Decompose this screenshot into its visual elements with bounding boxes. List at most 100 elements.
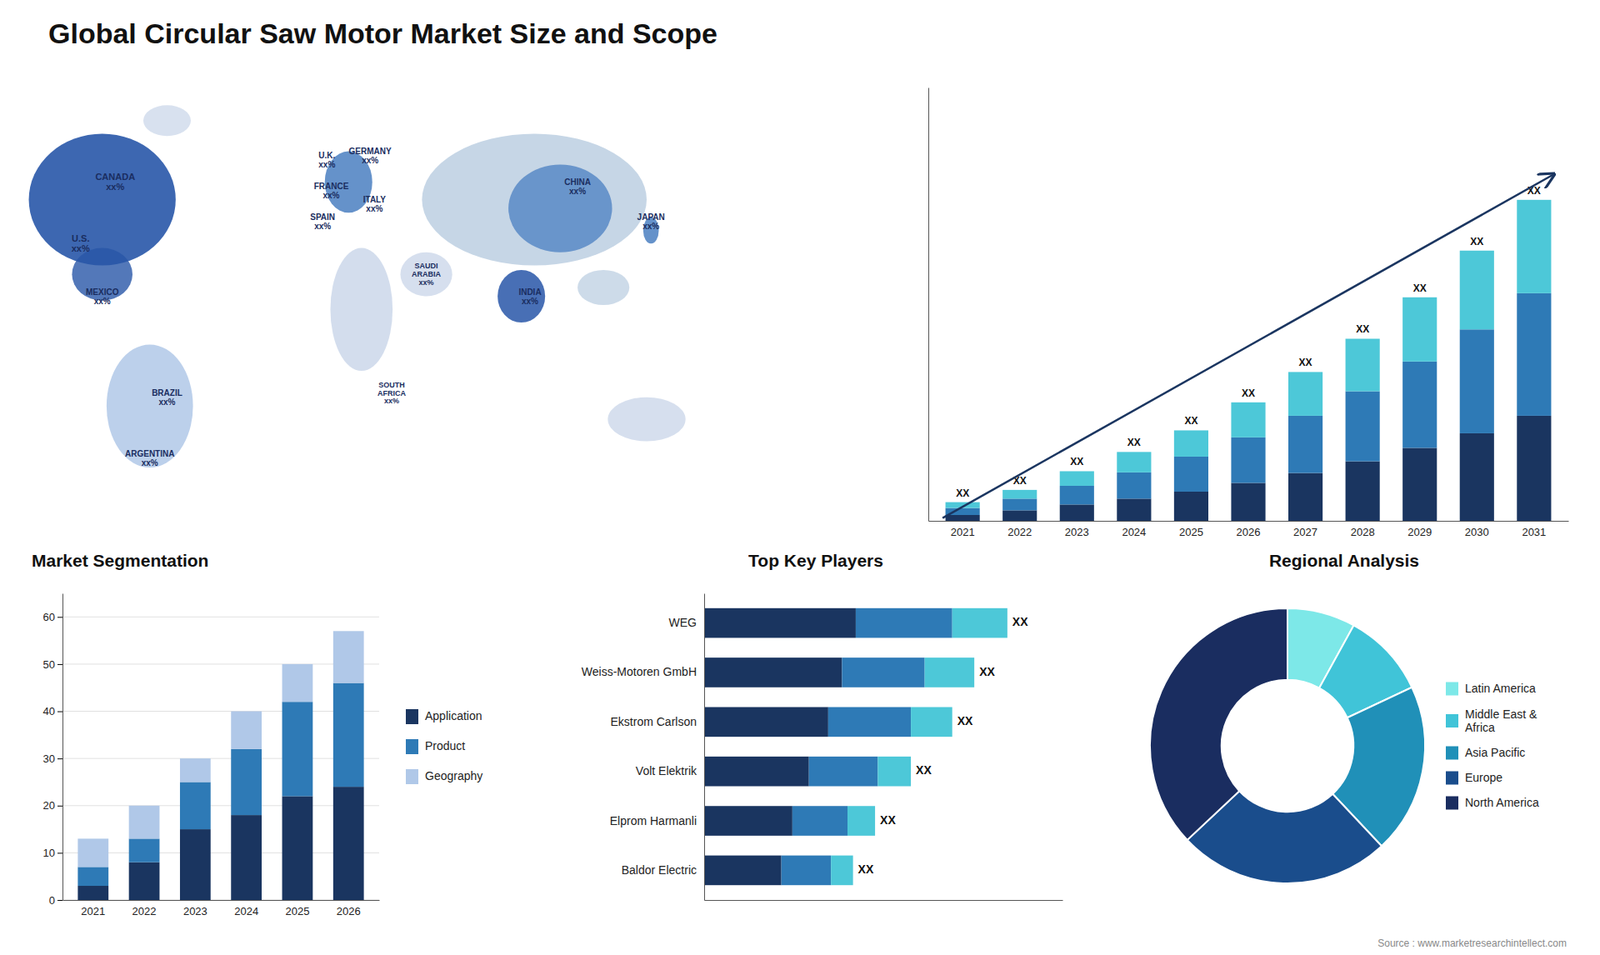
tick-label: 60 — [43, 610, 55, 624]
continent — [29, 134, 176, 266]
bar-segment — [704, 756, 810, 787]
bar-segment — [1116, 498, 1151, 521]
bar-segment — [704, 805, 793, 836]
bar-segment — [1116, 451, 1151, 473]
stack-label: XX — [979, 665, 995, 679]
map-label: SAUDIARABIAxx% — [411, 261, 441, 287]
tick-label: 50 — [43, 658, 55, 671]
legend-label: Latin America — [1465, 681, 1536, 695]
stack-label: XX — [957, 714, 974, 728]
tick: 2025 — [285, 905, 310, 918]
tick-label: 2024 — [1121, 525, 1146, 539]
tick: 60 — [43, 610, 63, 624]
grid — [62, 616, 380, 900]
tick: Weiss-Motoren GmbH — [581, 665, 697, 679]
bar-segment — [841, 657, 925, 688]
tick-label: 2031 — [1521, 525, 1546, 539]
tick-label: 2030 — [1465, 525, 1490, 539]
tick: 2022 — [1007, 525, 1032, 539]
bar-segment — [1174, 430, 1209, 457]
tick-label: 2029 — [1407, 525, 1432, 539]
tick: Elprom Harmanli — [610, 814, 697, 828]
donut — [1150, 608, 1425, 884]
bar-segment — [1230, 402, 1265, 438]
bar-segment — [925, 657, 975, 688]
bar-segment — [1002, 490, 1037, 500]
tick-label: Baldor Electric — [621, 863, 697, 877]
tick-label: 40 — [43, 705, 55, 718]
bar-segment — [1002, 510, 1037, 521]
bar-segment — [230, 815, 262, 900]
chart-title: Regional Analysis — [1269, 550, 1420, 570]
bar-segment — [1402, 447, 1437, 521]
continent — [497, 270, 545, 323]
legend-label: Europe — [1465, 770, 1503, 785]
stack-label: XX — [1184, 415, 1198, 427]
world-map: CANADAxx%U.S.xx%MEXICOxx%BRAZILxx%ARGENT… — [29, 105, 686, 468]
stack-label: XX — [1012, 615, 1029, 629]
trend-arrow — [942, 174, 1555, 519]
stack-label: XX — [1355, 323, 1370, 335]
bar-segment — [1116, 472, 1151, 500]
tick-label: 2023 — [1065, 525, 1090, 539]
bar-segment — [877, 756, 911, 787]
tick-label: 2022 — [1007, 525, 1032, 539]
bar-segment — [333, 786, 365, 900]
legend-swatch — [1445, 746, 1459, 760]
bar-segment — [129, 805, 160, 840]
stack-label: XX — [1299, 356, 1313, 369]
tick-label: 0 — [49, 894, 55, 907]
axis-line — [928, 88, 930, 522]
legend-label: North America — [1465, 795, 1540, 810]
continent — [577, 270, 630, 305]
tick: 2026 — [1236, 525, 1261, 539]
bar-segment — [230, 749, 262, 815]
stack-label: XX — [1070, 455, 1084, 468]
tick-label: 10 — [43, 846, 55, 860]
stack-label: XX — [1127, 436, 1141, 449]
legend-swatch — [405, 709, 419, 725]
axis-line — [63, 900, 380, 901]
continent — [71, 248, 133, 301]
stack-label: XX — [915, 763, 932, 777]
tick-mark — [57, 805, 63, 807]
tick-label: 2027 — [1293, 525, 1318, 539]
x-axis: 2021 2022 2023 2024 2025 2026 2027 2028 2029 2030… — [929, 521, 1570, 540]
continent — [607, 397, 685, 442]
bar-segment — [1288, 415, 1323, 474]
stack-label: XX — [955, 487, 970, 500]
bar-segment — [77, 866, 109, 886]
bar-segment — [1460, 433, 1495, 521]
y-axis: WEGWeiss-Motoren GmbHEkstrom CarlsonVolt… — [581, 594, 705, 901]
chart-title: Global Circular Saw Motor Market Size an… — [48, 17, 718, 50]
bar-segment — [333, 630, 365, 683]
bar-segment — [282, 701, 314, 796]
tick: 2027 — [1293, 525, 1318, 539]
tick-label: 2025 — [1179, 525, 1204, 539]
bar-segment — [704, 657, 842, 688]
legend-swatch — [405, 769, 419, 785]
bar-segment — [704, 855, 782, 886]
tick: Baldor Electric — [621, 863, 697, 877]
tick: 2023 — [1065, 525, 1090, 539]
axis-line — [704, 594, 705, 901]
legend-swatch — [405, 739, 419, 755]
chart-title: Top Key Players — [748, 550, 884, 570]
x-axis — [705, 900, 1064, 901]
bar-segment — [282, 664, 314, 702]
bar-segment — [1516, 415, 1551, 521]
tick: 2021 — [950, 525, 975, 539]
bar-segment — [1060, 504, 1095, 521]
tick: 2029 — [1407, 525, 1432, 539]
tick: 10 — [43, 846, 63, 860]
axis-line — [62, 594, 64, 901]
stack-label: XX — [1413, 282, 1427, 295]
bar-segment — [828, 707, 911, 738]
map-label: CHINAxx% — [564, 177, 591, 196]
bars — [77, 630, 364, 900]
stack-label: XX — [1241, 387, 1255, 400]
map-label: U.K.xx% — [318, 150, 335, 170]
continent — [330, 248, 393, 372]
tick-label: 2028 — [1350, 525, 1375, 539]
tick-label: 30 — [43, 752, 55, 765]
